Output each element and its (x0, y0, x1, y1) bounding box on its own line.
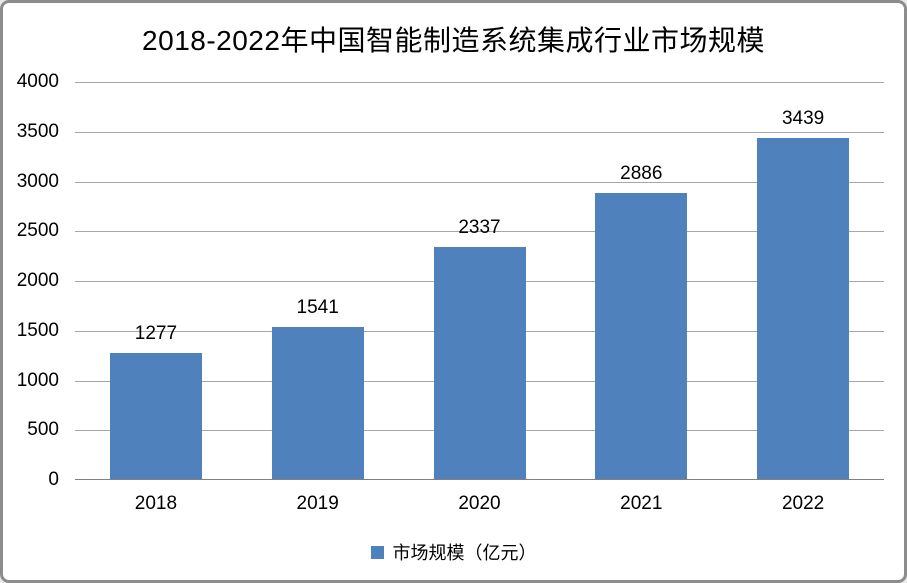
y-tick-label: 3000 (16, 170, 59, 192)
gridline-3000 (75, 181, 884, 183)
y-tick-label: 3500 (16, 120, 59, 142)
bar-2021 (595, 192, 688, 480)
bar-2018 (109, 352, 202, 480)
x-tick-label-2022: 2022 (781, 493, 825, 514)
x-tick-label-2018: 2018 (134, 493, 178, 514)
x-tick-label-2021: 2021 (620, 493, 663, 514)
chart-title: 2018-2022年中国智能制造系统集成行业市场规模 (142, 25, 765, 56)
y-tick-label: 2000 (16, 270, 59, 291)
gridline-4000 (75, 82, 884, 83)
value-label-2021: 2886 (620, 162, 663, 184)
value-label-2020: 2337 (458, 217, 501, 239)
x-tick-label-2019: 2019 (296, 493, 339, 514)
bar-2019 (271, 326, 364, 480)
y-tick-label: 4000 (16, 71, 59, 92)
value-label-2018: 1277 (134, 322, 178, 344)
legend: 市场规模（亿元） (3, 539, 904, 565)
x-tick-label-2020: 2020 (458, 493, 501, 514)
y-tick-label: 1000 (16, 369, 59, 391)
y-tick-label: 2500 (16, 220, 59, 242)
legend-label: 市场规模（亿元） (392, 543, 537, 563)
plot-area: 1277 1541 2337 2886 3439 (75, 82, 884, 480)
y-tick-label: 500 (27, 419, 59, 441)
legend-swatch-icon (370, 545, 384, 559)
bar-2022 (757, 137, 850, 480)
y-tick-label: 1500 (16, 319, 59, 341)
value-label-2019: 1541 (296, 296, 339, 318)
gridline-3500 (75, 131, 884, 133)
bar-2020 (433, 247, 526, 480)
value-label-2022: 3439 (781, 107, 825, 129)
gridline-2500 (75, 231, 884, 233)
x-axis-line (75, 479, 884, 480)
y-tick-label: 0 (48, 469, 59, 490)
